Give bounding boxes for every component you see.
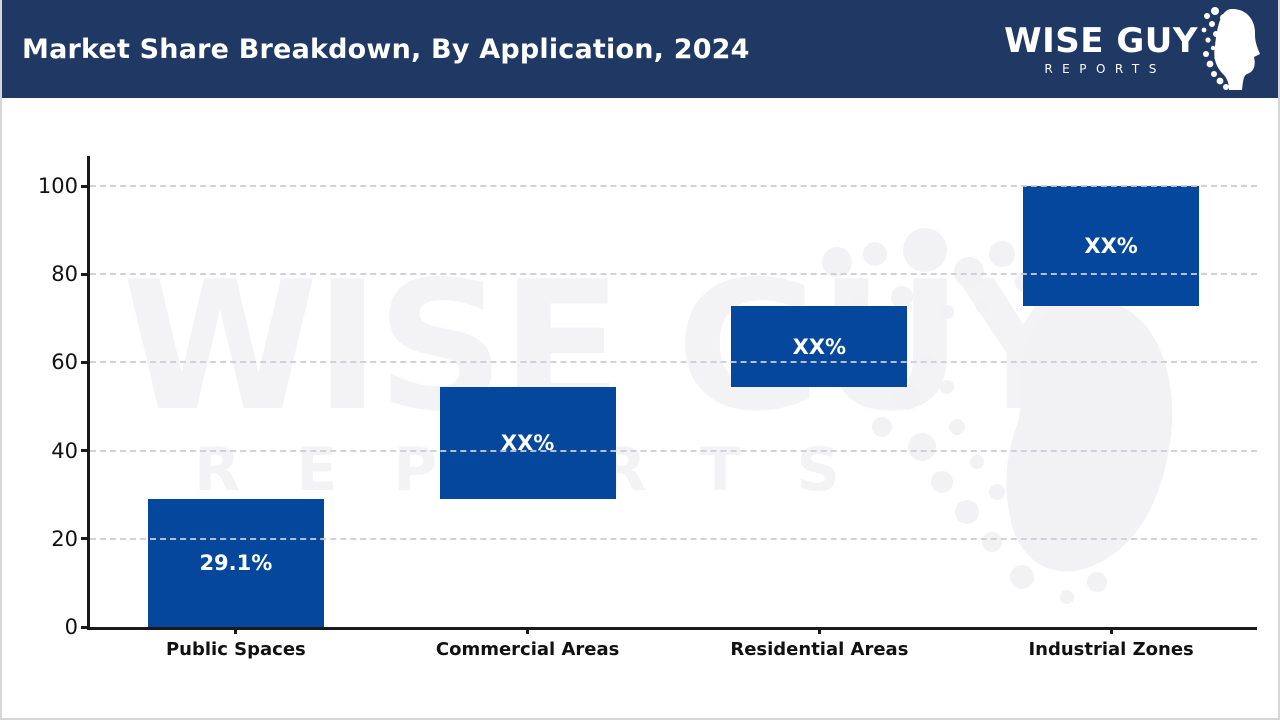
bar-value-label: 29.1% — [199, 550, 273, 575]
bar-value-label: XX% — [1084, 233, 1138, 258]
wiseguy-logo-text: WISE GUY REPORTS — [1004, 24, 1198, 75]
x-axis-category-label: Commercial Areas — [435, 639, 620, 660]
wiseguy-head-icon — [1201, 7, 1260, 90]
gridline — [90, 273, 1257, 276]
bar-value-label: XX% — [792, 334, 847, 359]
wiseguy-logo: WISE GUY REPORTS — [1004, 5, 1262, 93]
gridline — [90, 449, 1257, 452]
y-axis-tick-label: 40 — [51, 438, 78, 463]
x-axis-category-label: Industrial Zones — [1028, 639, 1194, 660]
logo-subtitle-label: REPORTS — [1044, 61, 1166, 76]
y-axis-tick-label: 20 — [51, 526, 78, 551]
x-tick-mark — [1109, 627, 1113, 634]
bar-public-spaces: 29.1% — [147, 498, 324, 627]
x-tick-mark — [526, 627, 530, 634]
x-axis-category-label: Residential Areas — [730, 639, 909, 660]
y-axis-line — [87, 156, 90, 630]
bar-commercial-areas: XX% — [439, 387, 616, 499]
y-axis-tick-label: 60 — [51, 350, 78, 375]
y-tick-mark — [81, 184, 88, 188]
gridline — [90, 537, 1257, 540]
y-axis-tick-label: 80 — [51, 262, 78, 287]
x-axis-category-label: Public Spaces — [165, 639, 306, 660]
x-axis-line — [87, 627, 1257, 630]
gridline — [90, 185, 1257, 187]
y-tick-mark — [81, 272, 88, 276]
x-tick-mark — [817, 627, 821, 634]
y-axis-tick-label: 100 — [37, 174, 78, 198]
bar-industrial-zones: XX% — [1023, 186, 1200, 306]
y-tick-mark — [81, 625, 88, 629]
y-axis-tick-label: 0 — [64, 615, 78, 639]
page-title: Market Share Breakdown, By Application, … — [22, 33, 750, 65]
gridline — [90, 361, 1257, 364]
y-tick-mark — [81, 537, 88, 541]
logo-name-label: WISE GUY — [1004, 20, 1198, 61]
header-banner: Market Share Breakdown, By Application, … — [2, 0, 1278, 98]
y-tick-mark — [81, 360, 88, 364]
y-tick-mark — [81, 449, 88, 453]
bar-residential-areas: XX% — [731, 305, 908, 388]
x-tick-mark — [234, 627, 238, 634]
